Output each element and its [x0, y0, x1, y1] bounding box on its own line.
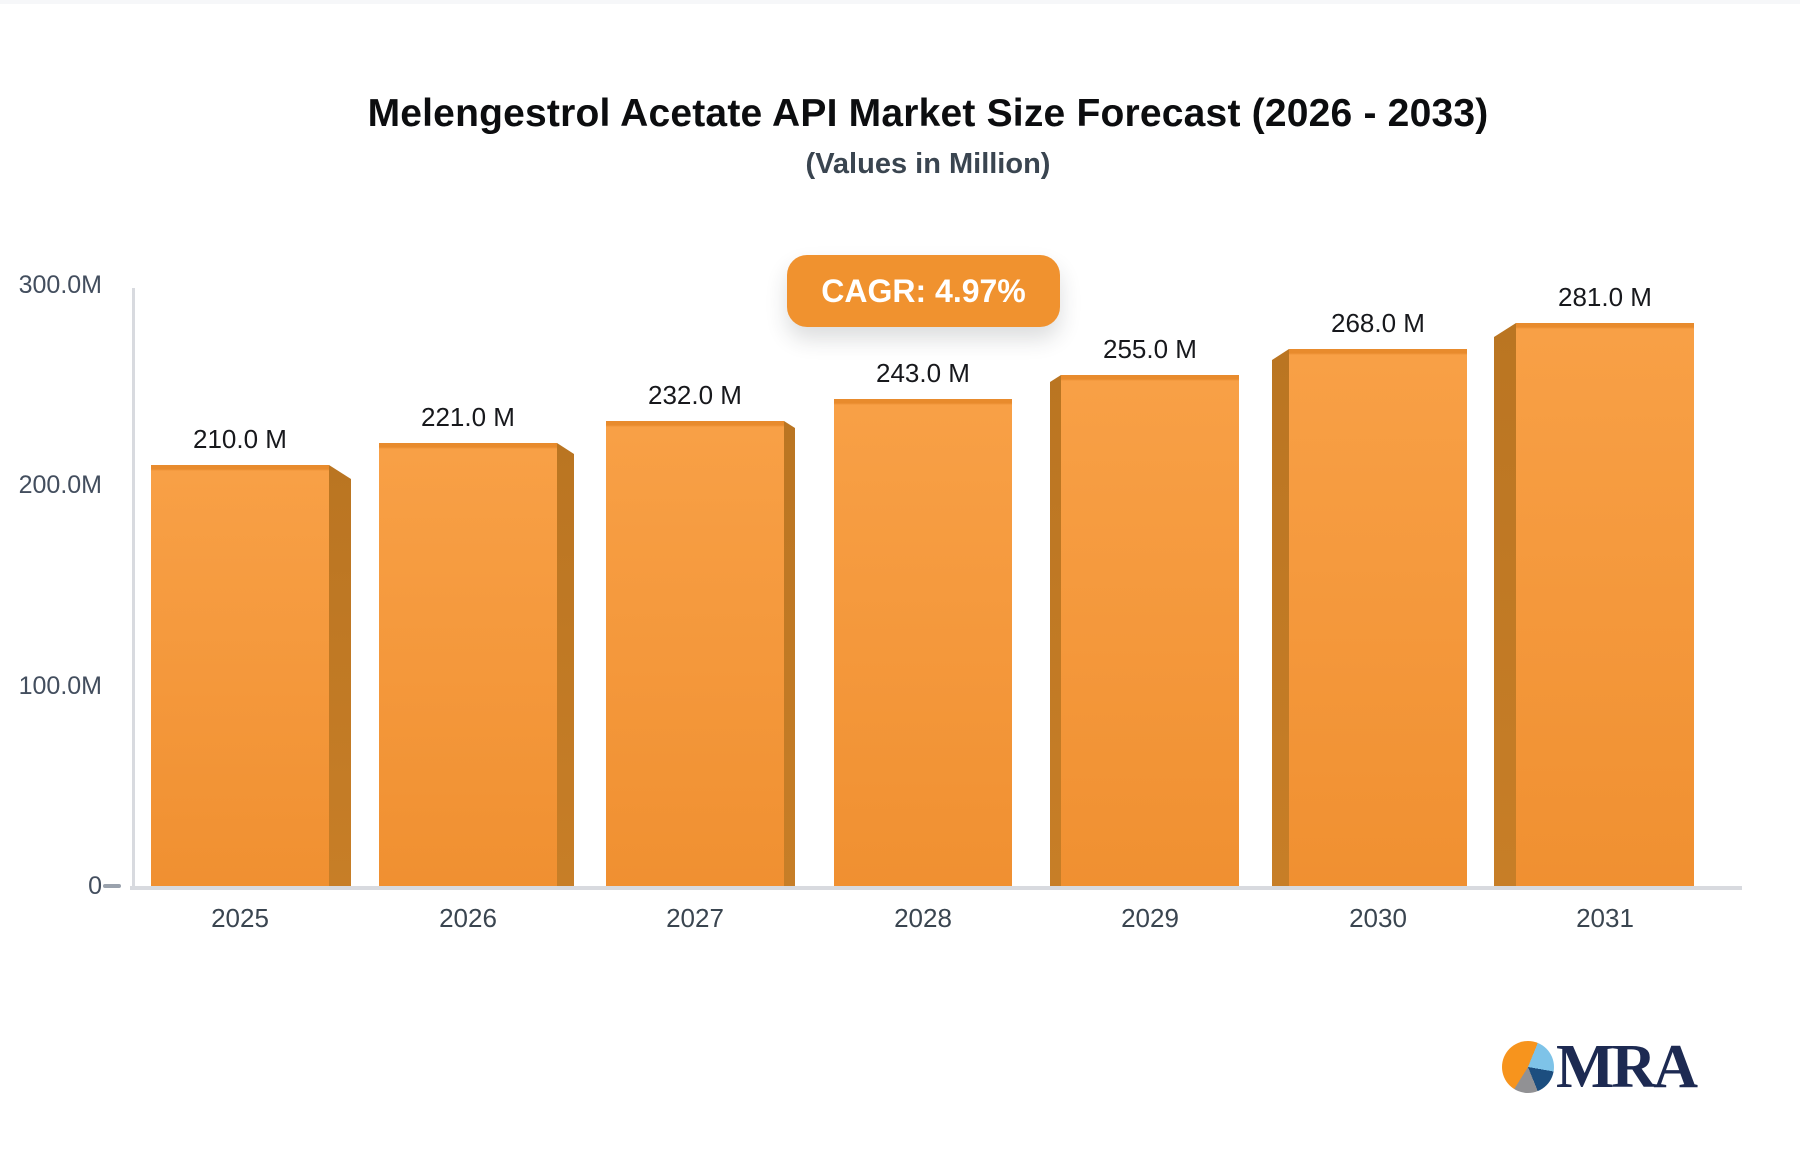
- y-axis-line: [132, 288, 135, 886]
- bar: [151, 465, 329, 886]
- cagr-badge: CAGR: 4.97%: [787, 255, 1060, 327]
- x-axis-label: 2025: [211, 903, 269, 933]
- bar-value-label: 210.0 M: [193, 424, 287, 454]
- bar-side-face: [1272, 349, 1289, 886]
- bar: [1061, 375, 1239, 886]
- x-axis-label: 2028: [894, 903, 952, 933]
- y-axis-label: 200.0M: [18, 471, 102, 500]
- bar-side-face: [557, 443, 574, 886]
- bar-side-face: [1494, 323, 1516, 886]
- bar-side-face: [329, 465, 351, 886]
- x-axis-label: 2026: [439, 903, 497, 933]
- bar: [379, 443, 557, 886]
- bar-value-label: 255.0 M: [1103, 334, 1197, 364]
- mra-logo: MRA: [1502, 1033, 1698, 1101]
- x-axis-line: [130, 886, 1742, 890]
- bar-value-label: 243.0 M: [876, 358, 970, 388]
- bar: [1289, 349, 1467, 886]
- bar-value-label: 232.0 M: [648, 380, 742, 410]
- x-axis-label: 2031: [1576, 903, 1634, 933]
- zero-tick-mark: [103, 884, 121, 888]
- chart-title: Melengestrol Acetate API Market Size For…: [367, 92, 1489, 135]
- y-axis-label: 100.0M: [18, 671, 102, 700]
- pie-chart-logo-icon: [1502, 1041, 1554, 1093]
- bar: [606, 421, 784, 886]
- y-axis-label: 0: [88, 872, 102, 900]
- bar: [1516, 323, 1694, 886]
- x-axis-label: 2027: [666, 903, 724, 933]
- x-axis-label: 2029: [1121, 903, 1179, 933]
- bar-value-label: 268.0 M: [1331, 308, 1425, 338]
- bar-value-label: 221.0 M: [421, 402, 515, 432]
- chart-subtitle: (Values in Million): [805, 148, 1051, 180]
- bar-value-label: 281.0 M: [1558, 282, 1652, 312]
- bar: [834, 399, 1012, 886]
- bar-side-face: [1050, 375, 1061, 886]
- logo-text: MRA: [1556, 1033, 1698, 1101]
- y-axis-label: 300.0M: [18, 271, 102, 300]
- bar-side-face: [784, 421, 795, 886]
- top-border-band: [0, 0, 1800, 4]
- x-axis-label: 2030: [1349, 903, 1407, 933]
